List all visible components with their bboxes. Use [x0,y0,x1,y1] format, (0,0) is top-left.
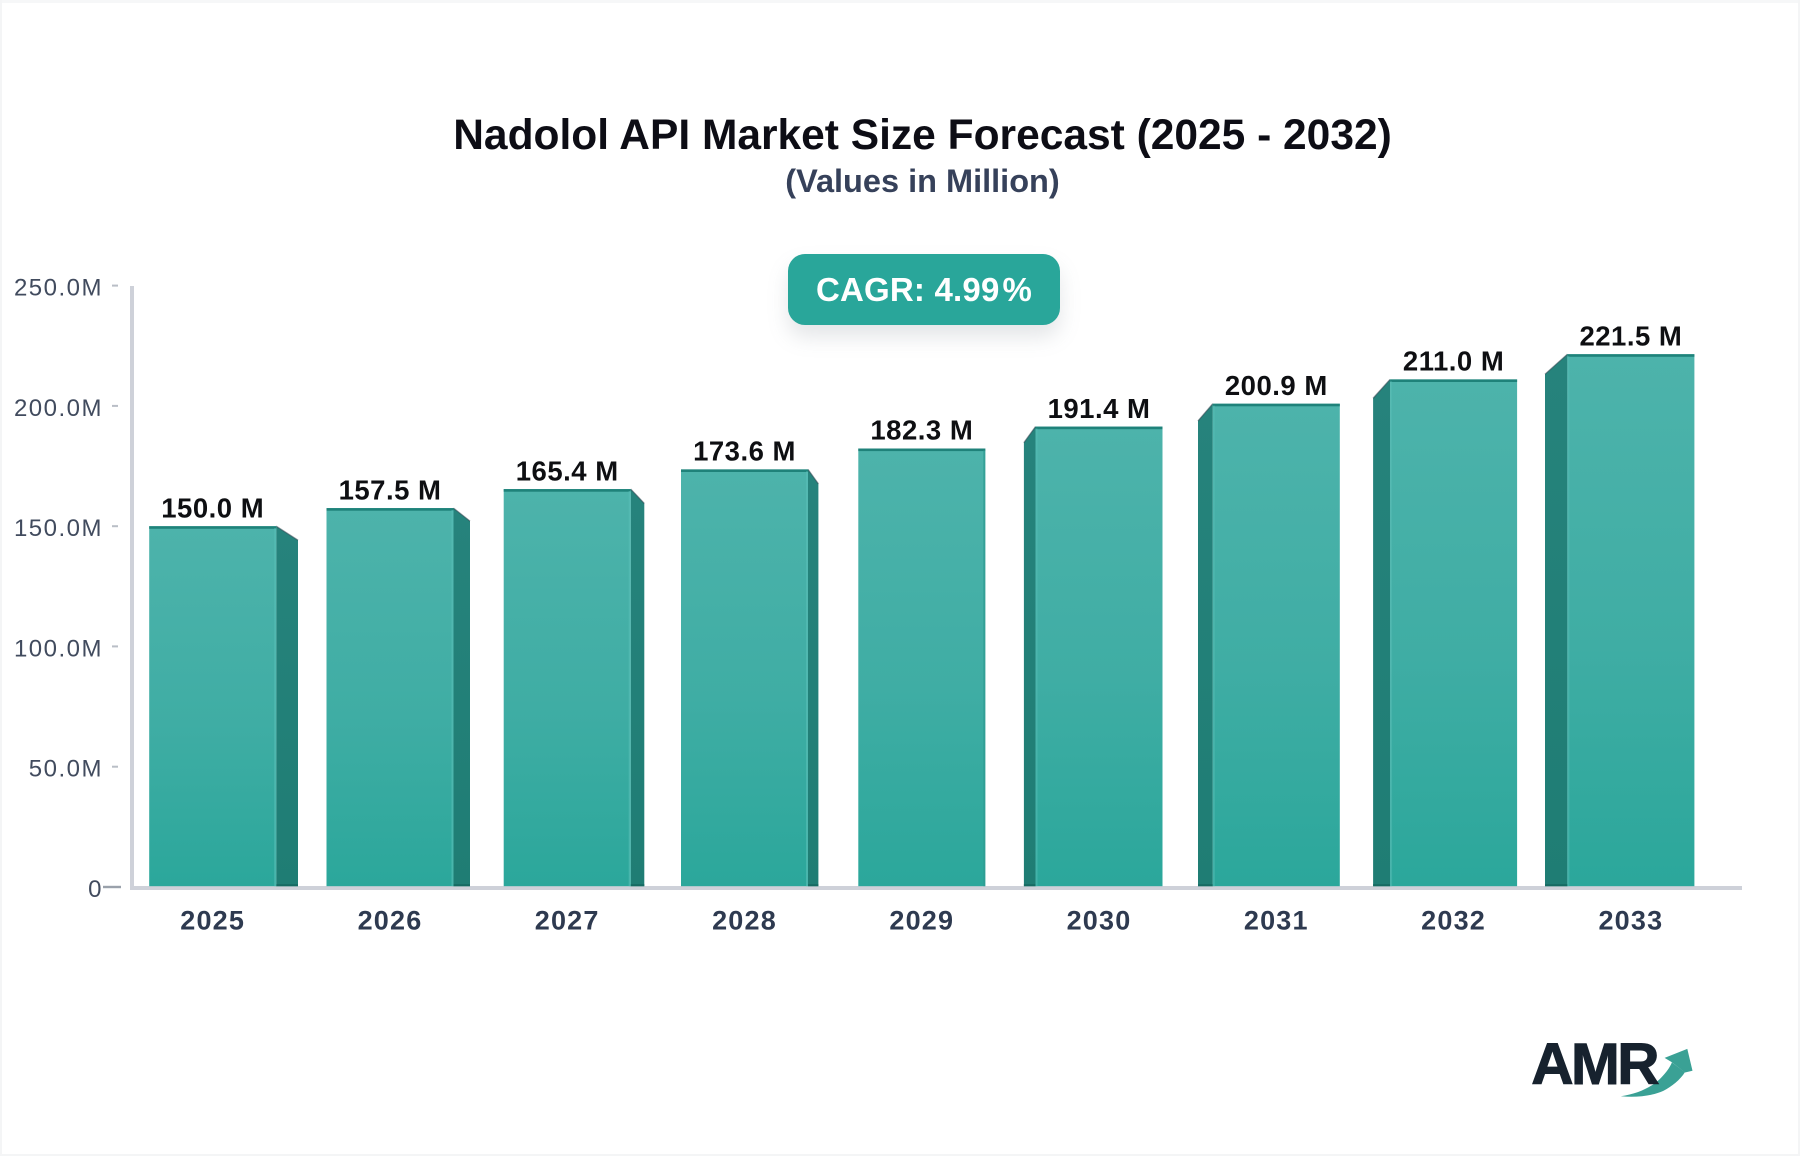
svg-text:2030: 2030 [1067,906,1132,936]
svg-text:2033: 2033 [1598,906,1663,936]
svg-text:2028: 2028 [712,906,777,936]
svg-text:191.4 M: 191.4 M [1048,393,1151,424]
svg-text:182.3 M: 182.3 M [870,415,973,446]
svg-text:2031: 2031 [1244,906,1309,936]
svg-text:221.5 M: 221.5 M [1579,320,1682,351]
svg-text:0: 0 [88,876,103,903]
svg-text:157.5 M: 157.5 M [339,474,442,505]
svg-text:2027: 2027 [535,906,600,936]
svg-text:100.0M: 100.0M [14,635,103,662]
svg-text:150.0 M: 150.0 M [161,492,264,523]
svg-text:2026: 2026 [358,906,423,936]
svg-text:200.0M: 200.0M [14,395,103,422]
svg-text:2032: 2032 [1421,906,1486,936]
svg-text:211.0 M: 211.0 M [1403,346,1504,377]
svg-text:200.9 M: 200.9 M [1225,370,1328,401]
svg-text:150.0M: 150.0M [14,515,103,542]
svg-text:173.6 M: 173.6 M [693,436,796,467]
svg-text:165.4 M: 165.4 M [516,455,619,486]
svg-text:50.0M: 50.0M [29,756,103,783]
svg-text:2029: 2029 [889,906,954,936]
svg-text:2025: 2025 [180,906,245,936]
svg-text:250.0M: 250.0M [14,275,103,302]
